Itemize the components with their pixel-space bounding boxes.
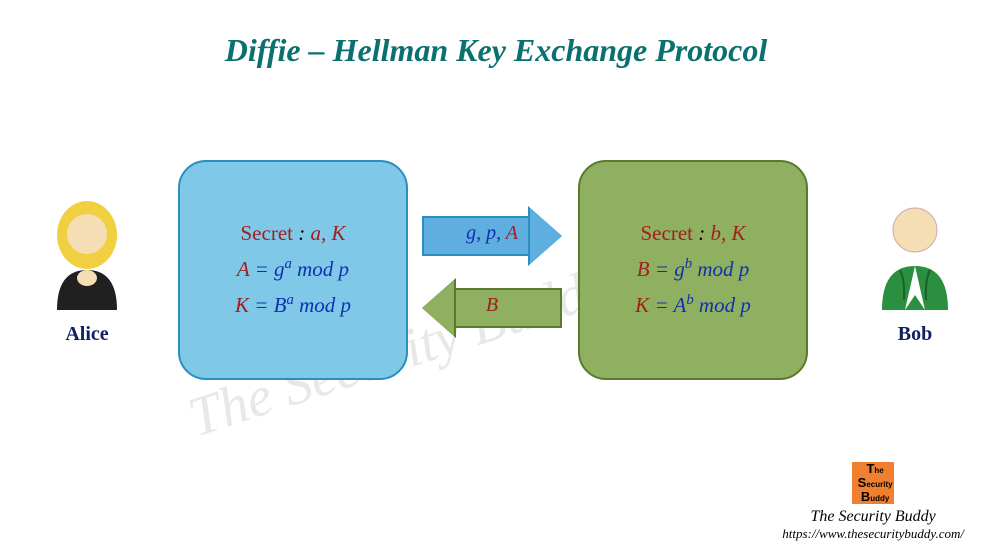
formula-line: K = Ab mod p (635, 288, 751, 324)
alice-figure: Alice (42, 200, 132, 346)
bob-figure: Bob (870, 200, 960, 346)
formula-line: K = Ba mod p (235, 288, 351, 324)
page-title: Diffie – Hellman Key Exchange Protocol (0, 32, 992, 69)
arrow-top-label: g, p, A (422, 222, 562, 245)
bob-name: Bob (870, 323, 960, 346)
bob-box: Secret : b, KB = gb mod pK = Ab mod p (578, 160, 808, 380)
footer-url: https://www.thesecuritybuddy.com/ (782, 526, 964, 542)
formula-line: B = gb mod p (637, 252, 750, 288)
alice-box: Secret : a, KA = ga mod pK = Ba mod p (178, 160, 408, 380)
footer: The Security Buddy The Security Buddy ht… (782, 462, 964, 542)
arrow-alice-to-bob: g, p, A (422, 208, 562, 264)
footer-logo: The Security Buddy (852, 462, 894, 504)
alice-name: Alice (42, 323, 132, 346)
bob-icon (870, 200, 960, 310)
alice-icon (42, 200, 132, 310)
title-text: Diffie – Hellman Key Exchange Protocol (225, 32, 767, 68)
arrow-bob-to-alice: B (422, 280, 562, 336)
formula-line: Secret : b, K (641, 216, 746, 252)
formula-line: A = ga mod p (237, 252, 349, 288)
formula-line: Secret : a, K (241, 216, 346, 252)
footer-brand: The Security Buddy (782, 508, 964, 526)
arrow-bottom-label: B (422, 294, 562, 317)
